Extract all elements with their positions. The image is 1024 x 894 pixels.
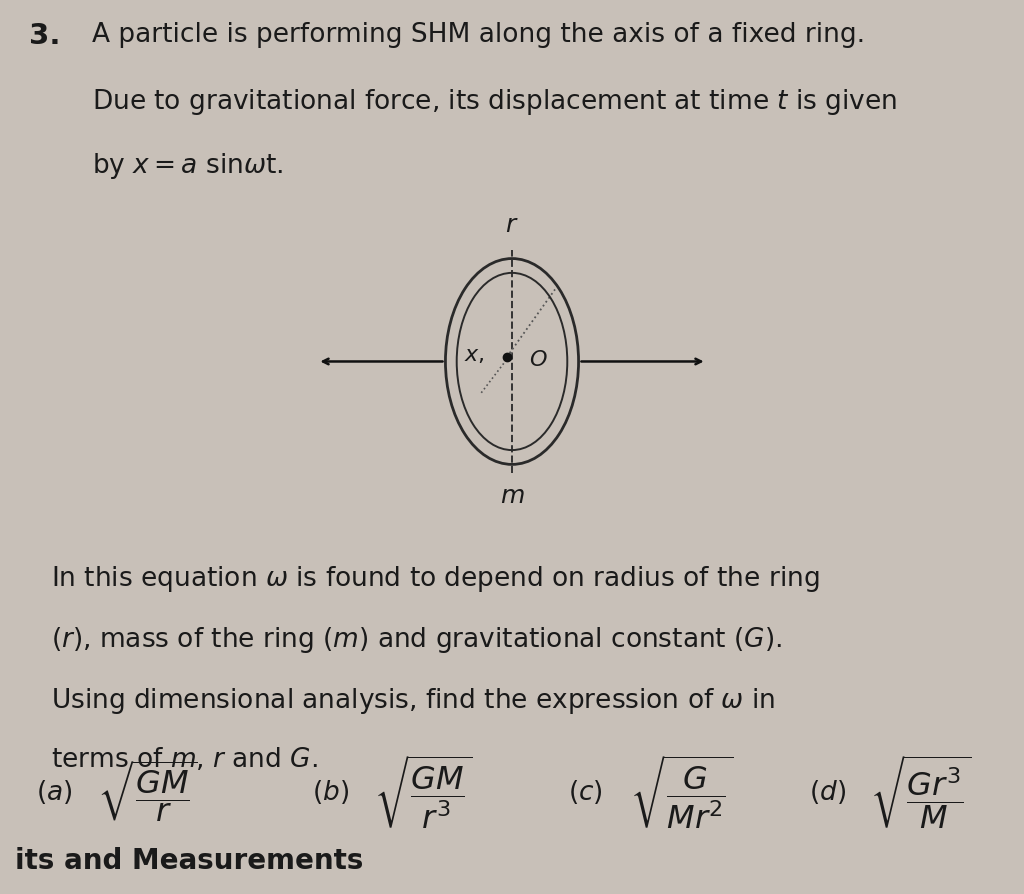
Text: $\sqrt{\dfrac{GM}{r^3}}$: $\sqrt{\dfrac{GM}{r^3}}$ — [374, 753, 473, 830]
Text: $(b)$: $(b)$ — [312, 777, 349, 805]
Text: by $x = a$ sin$\omega$t.: by $x = a$ sin$\omega$t. — [92, 151, 284, 181]
Text: $m$: $m$ — [500, 485, 524, 508]
Text: $(c)$: $(c)$ — [568, 777, 603, 805]
Text: $(a)$: $(a)$ — [36, 777, 73, 805]
Text: $r$: $r$ — [505, 214, 519, 237]
Text: $\sqrt{\dfrac{Gr^3}{M}}$: $\sqrt{\dfrac{Gr^3}{M}}$ — [870, 753, 972, 830]
Text: $\sqrt{\dfrac{GM}{r}}$: $\sqrt{\dfrac{GM}{r}}$ — [97, 758, 198, 824]
Text: $O$: $O$ — [529, 349, 548, 370]
Text: $(r)$, mass of the ring $(m)$ and gravitational constant $(G)$.: $(r)$, mass of the ring $(m)$ and gravit… — [51, 624, 782, 654]
Text: Due to gravitational force, its displacement at time $t$ is given: Due to gravitational force, its displace… — [92, 87, 897, 117]
Text: A particle is performing SHM along the axis of a fixed ring.: A particle is performing SHM along the a… — [92, 22, 865, 48]
Text: $x,$: $x,$ — [464, 344, 484, 366]
Text: $(d)$: $(d)$ — [809, 777, 846, 805]
Text: 3.: 3. — [29, 22, 60, 50]
Text: terms of $m$, $r$ and $G$.: terms of $m$, $r$ and $G$. — [51, 746, 318, 772]
Text: In this equation $\omega$ is found to depend on radius of the ring: In this equation $\omega$ is found to de… — [51, 563, 820, 594]
Text: its and Measurements: its and Measurements — [15, 847, 364, 874]
Text: $\sqrt{\dfrac{G}{Mr^2}}$: $\sqrt{\dfrac{G}{Mr^2}}$ — [630, 753, 734, 830]
Text: Using dimensional analysis, find the expression of $\omega$ in: Using dimensional analysis, find the exp… — [51, 685, 775, 715]
